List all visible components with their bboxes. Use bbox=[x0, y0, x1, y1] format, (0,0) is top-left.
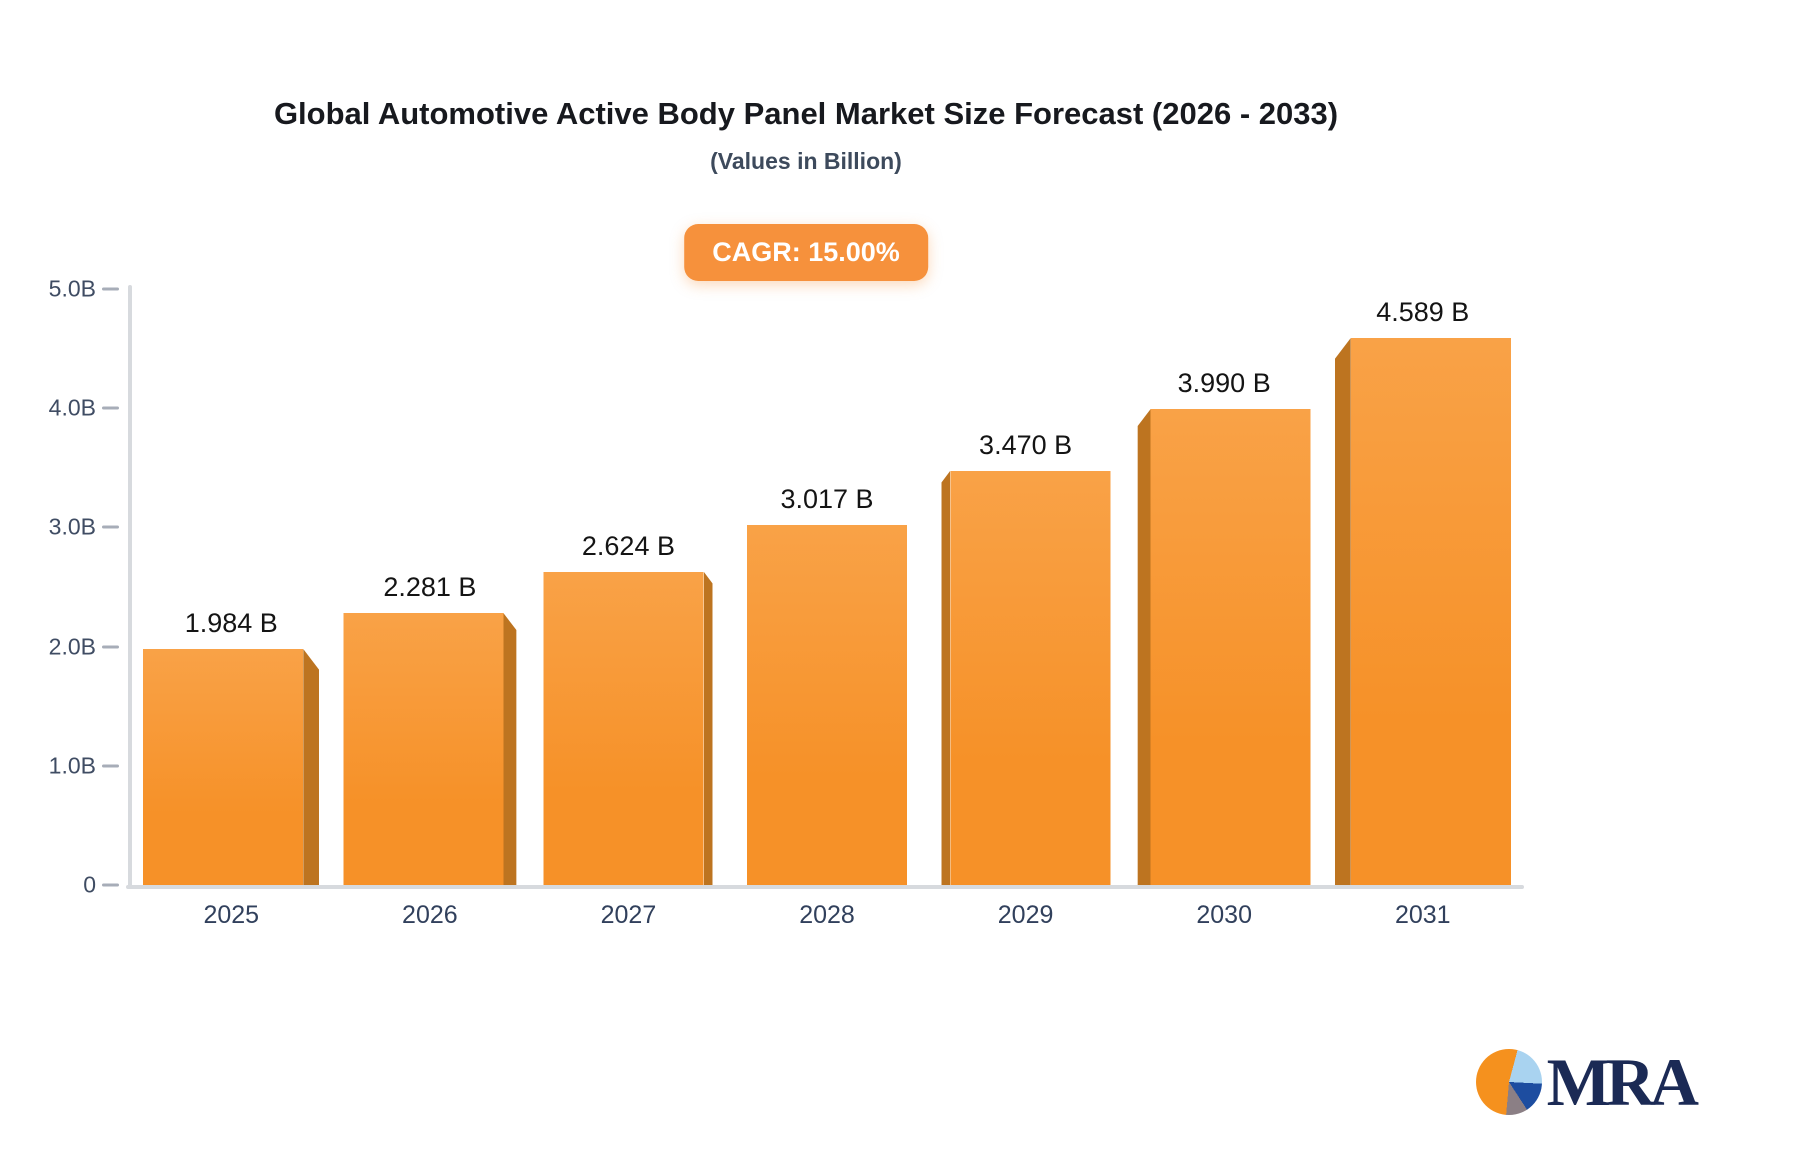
bar-2027: 2.624 B bbox=[543, 531, 713, 885]
bar-face bbox=[143, 649, 304, 885]
bar-face bbox=[747, 525, 908, 885]
bar-2026: 2.281 B bbox=[343, 572, 517, 885]
bar-group-2031: 4.589 B 2031 bbox=[1323, 289, 1522, 929]
bar-side-face bbox=[1137, 409, 1151, 885]
y-tick-label-3.0B: 3.0B bbox=[48, 513, 96, 540]
y-tick-mark bbox=[102, 764, 119, 768]
bar-group-2026: 2.281 B 2026 bbox=[331, 289, 530, 929]
pie-chart-logo-icon bbox=[1475, 1049, 1542, 1115]
bar-value-label-2028: 3.017 B bbox=[780, 484, 874, 514]
bar-face bbox=[1150, 409, 1311, 885]
bar-value-label-2027: 2.624 B bbox=[581, 531, 675, 561]
bar-face bbox=[543, 572, 704, 885]
chart-header: Global Automotive Active Body Panel Mark… bbox=[0, 0, 1612, 175]
chart-subtitle: (Values in Billion) bbox=[710, 148, 902, 174]
x-axis-label-2025: 2025 bbox=[203, 901, 260, 929]
bar-group-2025: 1.984 B 2025 bbox=[132, 289, 331, 929]
brand-logo: MRA bbox=[1475, 1044, 1699, 1120]
bar-side-face bbox=[1334, 338, 1351, 885]
x-axis-label-2029: 2029 bbox=[997, 901, 1054, 929]
y-tick-mark bbox=[102, 525, 119, 529]
bar-2031: 4.589 B bbox=[1334, 297, 1511, 885]
y-tick-mark bbox=[102, 645, 119, 649]
y-axis-line bbox=[128, 285, 132, 889]
bar-value-label-2031: 4.589 B bbox=[1376, 297, 1470, 327]
bar-value-label-2026: 2.281 B bbox=[383, 572, 477, 602]
x-axis-label-2031: 2031 bbox=[1394, 901, 1451, 929]
chart-title: Global Automotive Active Body Panel Mark… bbox=[273, 96, 1339, 131]
y-tick-label-1.0B: 1.0B bbox=[48, 752, 96, 779]
bar-face bbox=[950, 471, 1111, 885]
bar-group-2030: 3.990 B 2030 bbox=[1125, 289, 1324, 929]
y-tick-mark bbox=[102, 406, 119, 410]
y-tick-mark bbox=[102, 287, 119, 291]
bar-side-face bbox=[503, 613, 517, 885]
bar-2029: 3.470 B bbox=[941, 430, 1111, 885]
plot-area: 1.984 B 2025 2.281 B 2026 2.624 B 2027 3.017 B… bbox=[132, 289, 1522, 929]
bar-side-face bbox=[941, 471, 951, 885]
bar-value-label-2030: 3.990 B bbox=[1177, 368, 1271, 398]
bar-value-label-2025: 1.984 B bbox=[184, 608, 278, 638]
x-axis-baseline bbox=[126, 885, 1524, 889]
bar-face bbox=[343, 613, 504, 885]
bar-2030: 3.990 B bbox=[1137, 368, 1311, 885]
bar-group-2028: 3.017 B 2028 bbox=[728, 289, 927, 929]
bar-2025: 1.984 B bbox=[143, 608, 320, 885]
bar-side-face bbox=[703, 572, 713, 885]
y-tick-label-5.0B: 5.0B bbox=[48, 275, 96, 302]
bar-face bbox=[1350, 338, 1511, 885]
y-tick-label-2.0B: 2.0B bbox=[48, 633, 96, 660]
y-tick-label-0: 0 bbox=[83, 871, 96, 898]
logo-text: MRA bbox=[1546, 1044, 1699, 1120]
bar-side-face bbox=[303, 649, 320, 885]
bar-group-2027: 2.624 B 2027 bbox=[529, 289, 728, 929]
x-axis-label-2026: 2026 bbox=[402, 901, 458, 929]
bar-group-2029: 3.470 B 2029 bbox=[926, 289, 1125, 929]
x-axis-label-2027: 2027 bbox=[600, 901, 657, 929]
y-tick-mark bbox=[102, 883, 119, 887]
x-axis-label-2028: 2028 bbox=[799, 901, 855, 929]
bar-value-label-2029: 3.470 B bbox=[979, 430, 1073, 460]
x-axis-label-2030: 2030 bbox=[1196, 901, 1252, 929]
cagr-badge: CAGR: 15.00% bbox=[684, 224, 928, 281]
bar-2028: 3.017 B bbox=[747, 484, 908, 885]
y-tick-label-4.0B: 4.0B bbox=[48, 394, 96, 421]
